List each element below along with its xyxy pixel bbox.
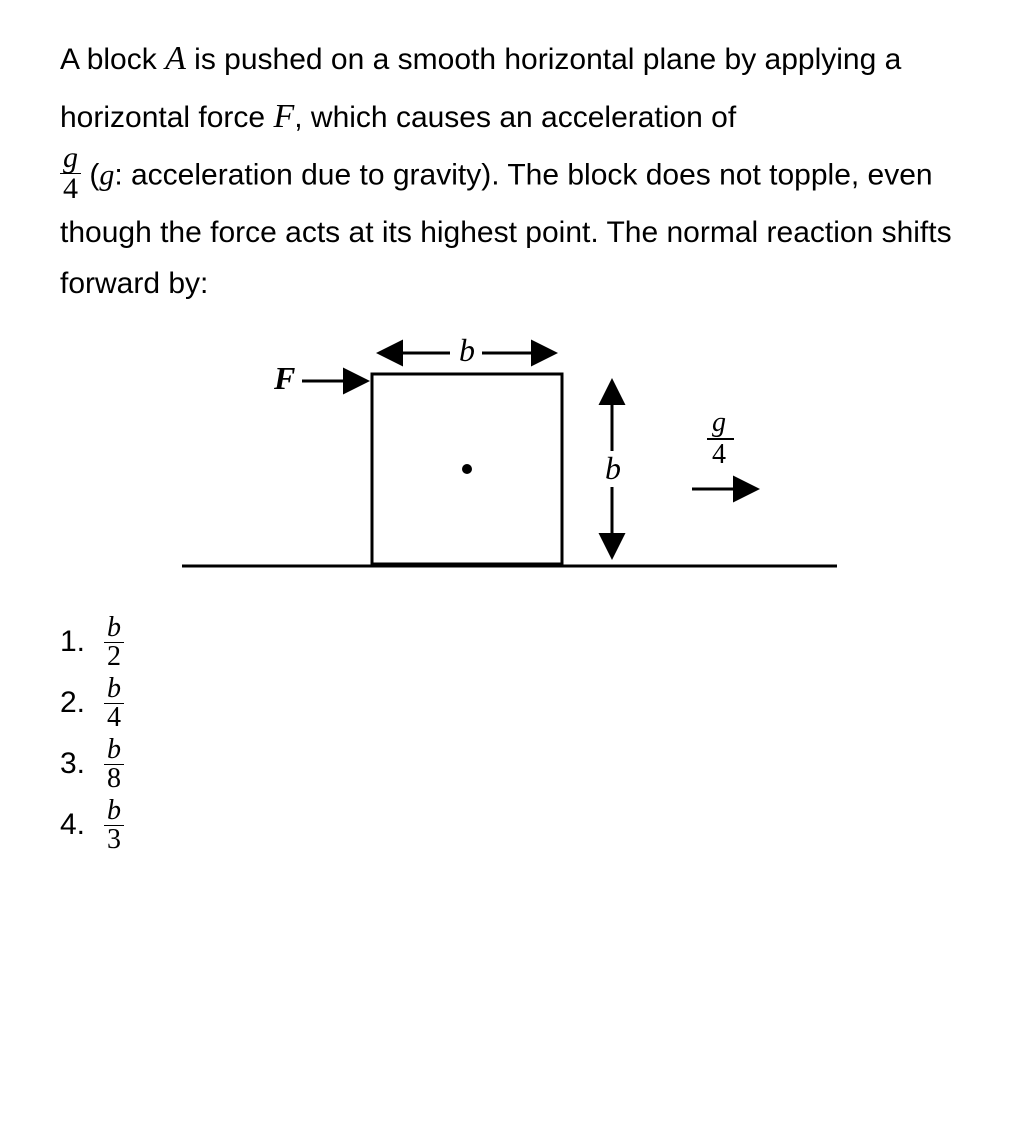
answer-options: 1. b 2 2. b 4 3. b 8 4. b 3 [60, 614, 964, 854]
option-3[interactable]: 3. b 8 [60, 736, 964, 793]
option-1[interactable]: 1. b 2 [60, 614, 964, 671]
accel-numerator: g [712, 407, 726, 438]
force-label: F [273, 360, 295, 396]
option-denominator: 3 [104, 826, 124, 854]
text-segment: ( [81, 158, 99, 191]
variable-A: A [165, 40, 186, 77]
option-number: 3. [60, 746, 104, 782]
option-2[interactable]: 2. b 4 [60, 675, 964, 732]
option-number: 2. [60, 685, 104, 721]
variable-g: g [99, 158, 114, 191]
fraction-g-over-4: g 4 [60, 143, 81, 204]
option-denominator: 8 [104, 765, 124, 793]
text-segment: : acceleration due to gravity). The bloc… [60, 158, 952, 300]
question-text: A block A is pushed on a smooth horizont… [60, 30, 964, 309]
option-4[interactable]: 4. b 3 [60, 797, 964, 854]
option-number: 4. [60, 807, 104, 843]
diagram-container: F b b b g 4 [60, 329, 964, 589]
option-fraction: b 4 [104, 675, 124, 732]
option-fraction: b 8 [104, 736, 124, 793]
text-segment: , which causes an acceleration of [294, 101, 736, 134]
fraction-denominator: 4 [60, 174, 81, 204]
option-numerator: b [104, 797, 124, 826]
height-label: b [605, 450, 621, 486]
option-numerator: b [104, 675, 124, 704]
option-number: 1. [60, 624, 104, 660]
accel-denominator: 4 [712, 439, 726, 470]
variable-F: F [273, 98, 294, 135]
option-denominator: 4 [104, 704, 124, 732]
option-fraction: b 2 [104, 614, 124, 671]
center-dot [462, 464, 472, 474]
option-fraction: b 3 [104, 797, 124, 854]
text-segment: A block [60, 43, 165, 76]
option-denominator: 2 [104, 643, 124, 671]
option-numerator: b [104, 614, 124, 643]
option-numerator: b [104, 736, 124, 765]
width-label-overlay: b [459, 332, 475, 368]
block-diagram: F b b b g 4 [182, 329, 842, 589]
fraction-numerator: g [60, 143, 81, 174]
